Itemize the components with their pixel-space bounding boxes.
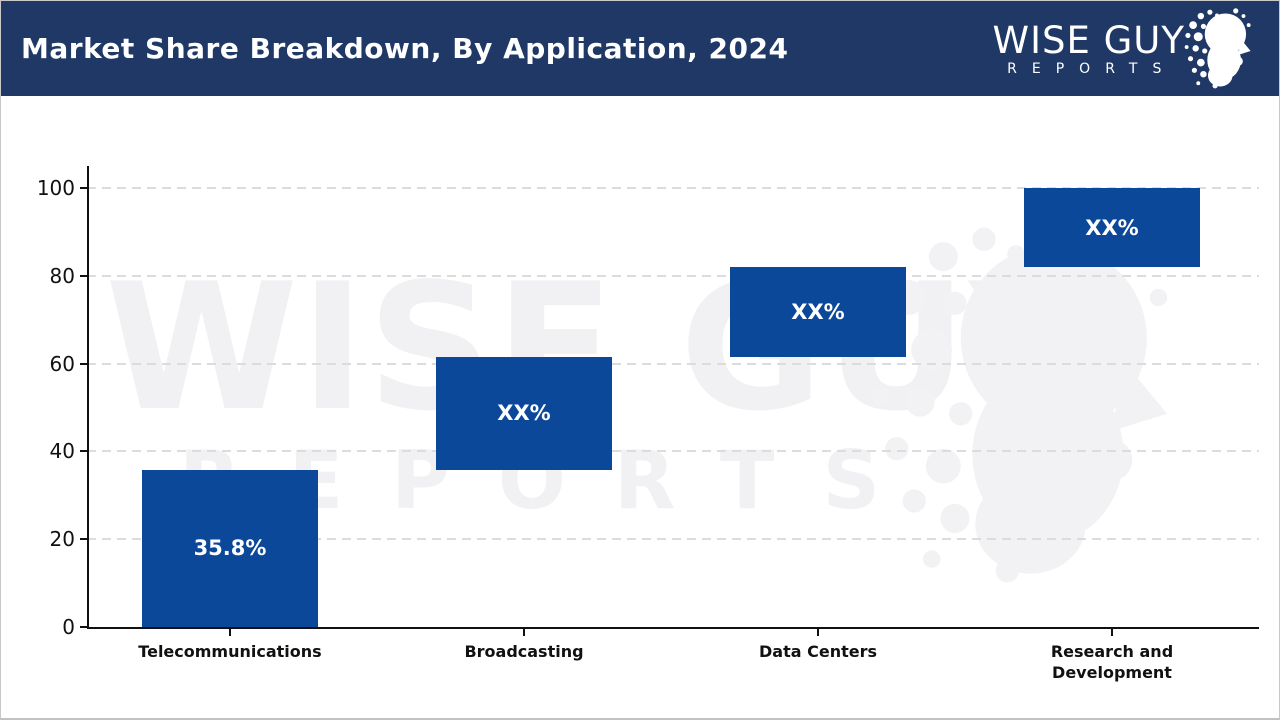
- gridline-100: [87, 187, 1259, 189]
- bar-value-label: 35.8%: [193, 536, 267, 561]
- x-tick-4: [1111, 629, 1113, 636]
- bar-telecommunications: 35.8%: [142, 469, 318, 627]
- y-tick-40: [80, 450, 88, 453]
- x-tick-2: [523, 629, 525, 636]
- y-tick-80: [80, 274, 88, 277]
- y-tick-100: [80, 187, 88, 189]
- wiseguy-logo: WISE GUY REPORTS: [993, 7, 1253, 91]
- y-tick-label-80: 80: [49, 263, 75, 288]
- bar-value-label: XX%: [1085, 215, 1139, 240]
- x-category-label: Data Centers: [759, 642, 877, 661]
- x-axis-line: [87, 627, 1259, 629]
- y-tick-20: [80, 538, 88, 541]
- y-tick-60: [80, 362, 88, 365]
- y-tick-label-60: 60: [49, 351, 75, 376]
- page-title: Market Share Breakdown, By Application, …: [21, 32, 789, 65]
- gridline-20: [87, 538, 1259, 541]
- bar-value-label: XX%: [791, 300, 845, 324]
- x-category-label: Telecommunications: [138, 642, 322, 661]
- x-category-label: Broadcasting: [464, 642, 584, 661]
- logo-text-line2: REPORTS: [1007, 60, 1177, 77]
- y-tick-0: [80, 626, 88, 628]
- gridline-40: [87, 450, 1259, 453]
- wiseguy-wordmark: WISE GUY REPORTS: [993, 22, 1185, 76]
- gridline-80: [87, 274, 1259, 277]
- bar-value-label: XX%: [497, 401, 551, 426]
- bar-broadcasting: XX%: [436, 357, 612, 470]
- x-tick-1: [229, 629, 231, 636]
- gridline-60: [87, 362, 1259, 365]
- y-tick-label-40: 40: [49, 439, 75, 464]
- bar-research-and-development: XX%: [1024, 188, 1200, 268]
- x-category-label: Research and Development: [1050, 642, 1174, 682]
- logo-text-line1: WISE GUY: [992, 18, 1185, 62]
- bar-data-centers: XX%: [730, 267, 906, 357]
- face-profile-dots-icon: [1181, 7, 1253, 91]
- y-axis-line: [87, 166, 89, 629]
- y-tick-label-100: 100: [36, 176, 75, 200]
- x-tick-3: [817, 629, 819, 636]
- y-tick-label-20: 20: [49, 527, 75, 552]
- header-bar: Market Share Breakdown, By Application, …: [1, 1, 1279, 96]
- y-tick-label-0: 0: [62, 615, 75, 639]
- waterfall-chart: WISE GUY REPORTS 0 20 40 60 80 100 35.8% Teleco…: [1, 96, 1279, 718]
